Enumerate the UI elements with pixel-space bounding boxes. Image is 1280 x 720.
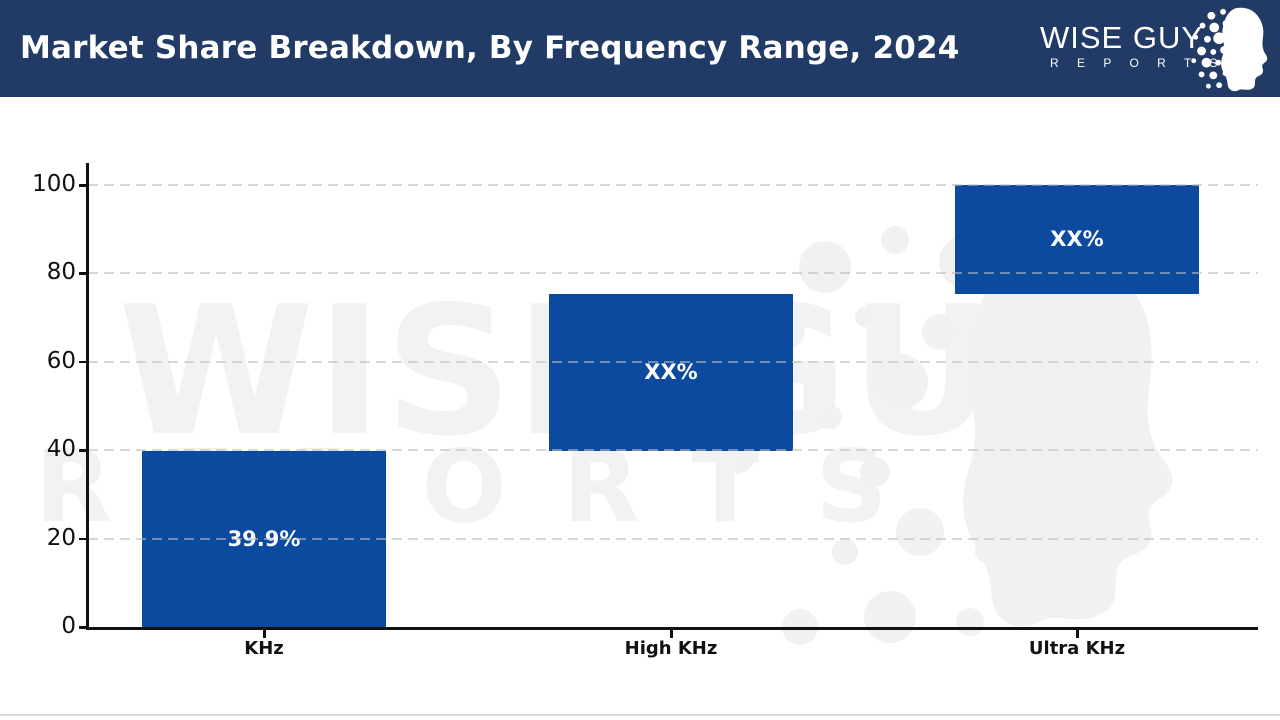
gridline-100: [88, 184, 1258, 186]
y-tick-label-40: 40: [46, 436, 76, 463]
y-tick-100: [79, 184, 88, 187]
bar-value-label: XX%: [644, 360, 698, 385]
x-tick-3: [1076, 630, 1079, 638]
y-tick-60: [79, 360, 88, 364]
logo-face-icon: [1191, 7, 1268, 92]
y-tick-label-80: 80: [46, 259, 76, 286]
logo-line2: R E P O R T S: [1050, 56, 1225, 70]
gridline-40: [88, 449, 1258, 452]
bar-high-khz: XX%: [549, 293, 793, 451]
category-label-ultra-khz: Ultra KHz: [1028, 638, 1126, 659]
bar-ultra-khz: XX%: [955, 185, 1199, 294]
y-tick-0: [79, 626, 88, 629]
y-tick-40: [79, 449, 88, 452]
gridline-20: [88, 537, 1258, 540]
logo-line1: WISE GUY: [1040, 20, 1204, 55]
y-tick-label-20: 20: [46, 524, 76, 551]
y-tick-label-100: 100: [32, 171, 76, 197]
page-title: Market Share Breakdown, By Frequency Ran…: [20, 30, 960, 66]
x-tick-1: [263, 630, 266, 638]
y-axis-line: [86, 163, 89, 630]
y-tick-label-0: 0: [61, 613, 76, 639]
header-band: Market Share Breakdown, By Frequency Ran…: [0, 0, 1280, 97]
gridline-60: [88, 360, 1258, 363]
bottom-divider: [0, 714, 1280, 716]
y-tick-label-60: 60: [46, 347, 76, 374]
y-tick-80: [79, 272, 88, 275]
bar-value-label: XX%: [1050, 227, 1104, 252]
category-label-khz: KHz: [244, 638, 284, 659]
logo-wordmark: WISE GUY R E P O R T S: [1040, 20, 1225, 71]
y-tick-20: [79, 537, 88, 541]
category-label-high-khz: High KHz: [624, 638, 718, 659]
x-tick-2: [670, 630, 673, 638]
wise-guy-reports-logo: WISE GUY R E P O R T S: [1022, 0, 1272, 97]
gridline-80: [88, 272, 1258, 275]
x-axis-line: [86, 627, 1258, 630]
